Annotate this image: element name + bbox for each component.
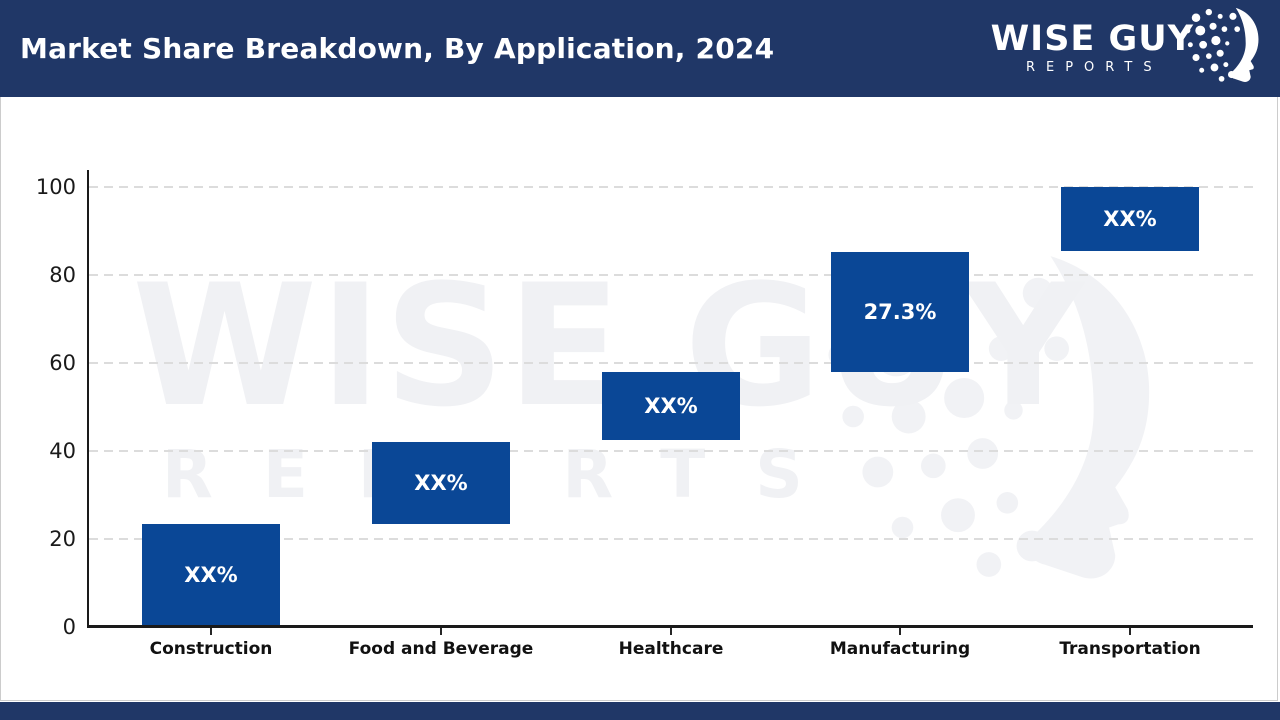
y-tick-label-0: 0 [62,615,76,639]
x-category-label-construction: Construction [149,639,273,659]
footer-bar [0,702,1280,720]
y-axis-line [87,170,89,628]
x-category-label-healthcare: Healthcare [618,639,724,659]
gridline-100 [89,186,1253,188]
y-tick-label-60: 60 [49,351,76,375]
x-category-label-manufacturing: Manufacturing [829,639,971,659]
bar-construction: XX% [142,523,280,627]
x-axis-line [88,625,1253,628]
logo-face-icon [1184,7,1259,82]
bar-value-label: XX% [1103,206,1157,231]
x-tick-0 [210,628,212,635]
bar-value-label: XX% [184,563,238,588]
wise-guy-logo: WISE GUY REPORTS [991,5,1280,93]
header-bar: Market Share Breakdown, By Application, … [0,0,1280,97]
gridline-20 [89,538,1253,540]
x-tick-2 [670,628,672,635]
y-tick-label-20: 20 [49,527,76,551]
bar-value-label: XX% [414,470,468,495]
bar-healthcare: XX% [602,371,740,440]
x-category-label-food-and-beverage: Food and Beverage [348,639,534,659]
bar-value-label: 27.3% [863,299,937,324]
page-title: Market Share Breakdown, By Application, … [20,32,775,65]
x-tick-1 [440,628,442,635]
bar-food-and-beverage: XX% [372,442,510,524]
x-tick-3 [899,628,901,635]
gridline-80 [89,274,1253,276]
y-tick-label-100: 100 [35,175,76,199]
gridline-60 [89,362,1253,364]
x-category-label-transportation: Transportation [1059,639,1201,659]
y-tick-label-40: 40 [49,439,76,463]
bar-manufacturing: 27.3% [831,251,969,372]
bar-value-label: XX% [644,393,698,418]
logo-text: WISE GUY REPORTS [990,19,1194,76]
y-tick-label-80: 80 [49,263,76,287]
bar-transportation: XX% [1061,187,1199,251]
logo-subtitle: REPORTS [1025,60,1163,75]
gridline-40 [89,450,1253,452]
logo-wordmark: WISE GUY [990,19,1194,59]
x-tick-4 [1129,628,1131,635]
